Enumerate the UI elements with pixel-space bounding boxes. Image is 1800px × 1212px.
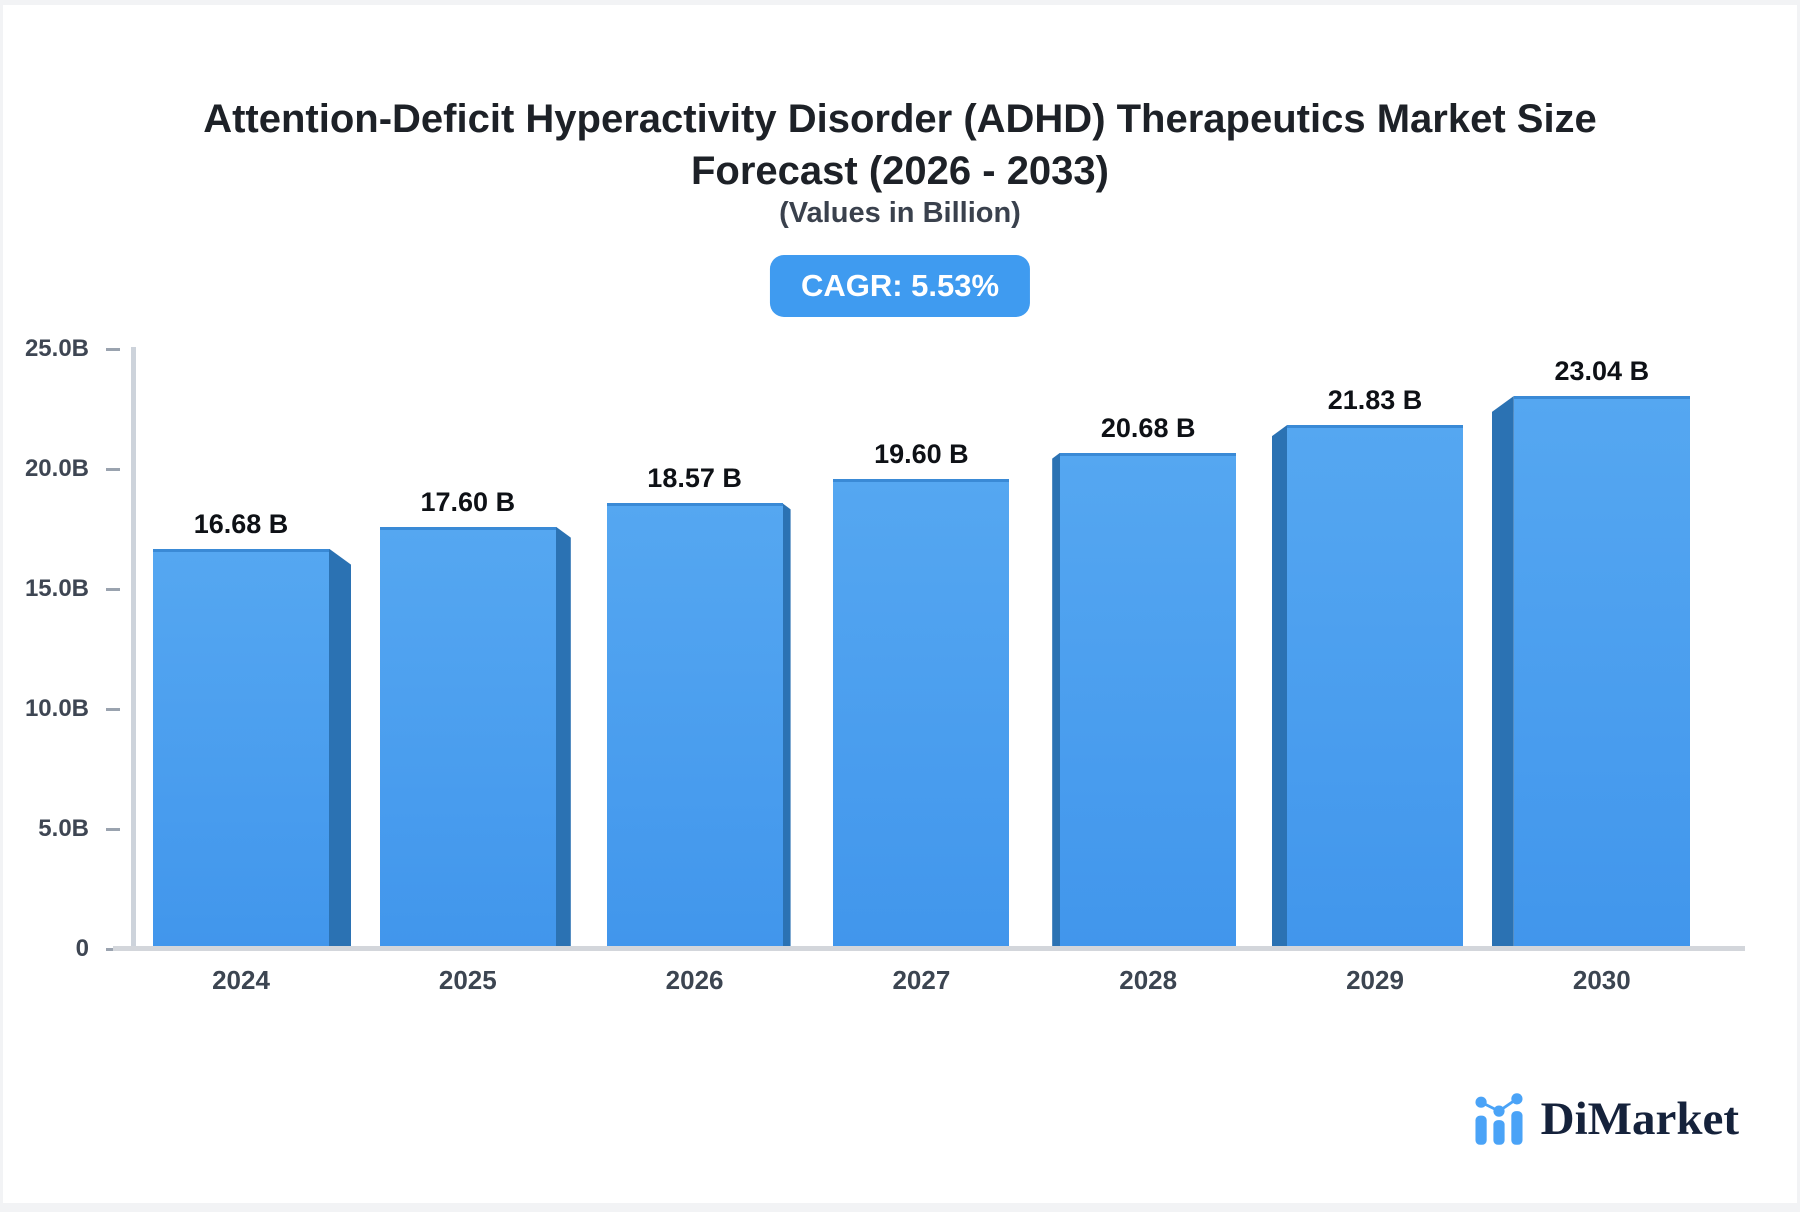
x-axis-label-2030: 2030 xyxy=(1572,965,1631,995)
bar-side-2029 xyxy=(1272,425,1287,949)
x-axis-label-2025: 2025 xyxy=(438,965,497,995)
y-tick-label-0: 0 xyxy=(75,935,89,962)
cagr-badge: CAGR: 5.53% xyxy=(769,255,1031,317)
brand-logo: DiMarket xyxy=(1471,1091,1739,1147)
x-axis-label-2029: 2029 xyxy=(1346,965,1404,995)
bar-value-2024: 16.68 B xyxy=(193,508,289,539)
y-tick-label-15.0B: 15.0B xyxy=(24,575,89,602)
bar-side-2028 xyxy=(1052,452,1061,949)
x-axis-label-2024: 2024 xyxy=(212,965,270,995)
y-tick-20.0B xyxy=(106,467,120,471)
bar-side-2030 xyxy=(1491,396,1514,949)
x-axis-label-2026: 2026 xyxy=(665,965,724,995)
bar-2024 xyxy=(153,548,329,949)
bar-2030 xyxy=(1513,396,1690,949)
chart-card: Attention-Deficit Hyperactivity Disorder… xyxy=(3,5,1797,1203)
x-axis-label-2028: 2028 xyxy=(1119,965,1178,995)
brand-name: DiMarket xyxy=(1540,1092,1739,1145)
chart-title-line1: Attention-Deficit Hyperactivity Disorder… xyxy=(203,97,1597,141)
bar-2027 xyxy=(833,478,1010,949)
bar-value-2030: 23.04 B xyxy=(1554,356,1650,387)
bar-2026 xyxy=(606,503,783,949)
y-tick-label-20.0B: 20.0B xyxy=(24,455,89,482)
y-tick-25.0B xyxy=(106,347,120,351)
x-axis-label-2027: 2027 xyxy=(892,965,951,995)
bar-side-2024 xyxy=(329,548,351,949)
bar-2028 xyxy=(1060,452,1237,949)
bar-2029 xyxy=(1287,425,1463,949)
bar-value-2029: 21.83 B xyxy=(1327,385,1423,416)
y-tick-15.0B xyxy=(106,587,120,591)
y-tick-label-10.0B: 10.0B xyxy=(24,695,89,722)
chart-subtitle: (Values in Billion) xyxy=(779,197,1021,229)
y-tick-5.0B xyxy=(106,827,120,831)
bar-2025 xyxy=(379,526,556,949)
bar-value-2028: 20.68 B xyxy=(1100,412,1196,443)
dimarket-chart-icon xyxy=(1475,1093,1523,1145)
bar-chart: 0 5.0B 10.0B 15.0B 20.0B 25.0B 16.68 B 2024 17.6… xyxy=(3,5,1797,1203)
y-tick-10.0B xyxy=(106,707,120,711)
y-tick-label-25.0B: 25.0B xyxy=(24,335,89,362)
y-axis-line xyxy=(131,347,136,951)
bar-value-2025: 17.60 B xyxy=(420,486,516,517)
y-tick-label-5.0B: 5.0B xyxy=(38,815,89,842)
x-axis-baseline xyxy=(113,946,1745,951)
bar-value-2026: 18.57 B xyxy=(647,463,742,494)
bar-side-2026 xyxy=(782,503,791,949)
bar-side-2025 xyxy=(555,526,571,949)
bar-value-2027: 19.60 B xyxy=(874,438,969,469)
chart-title-line2: Forecast (2026 - 2033) xyxy=(690,149,1109,193)
